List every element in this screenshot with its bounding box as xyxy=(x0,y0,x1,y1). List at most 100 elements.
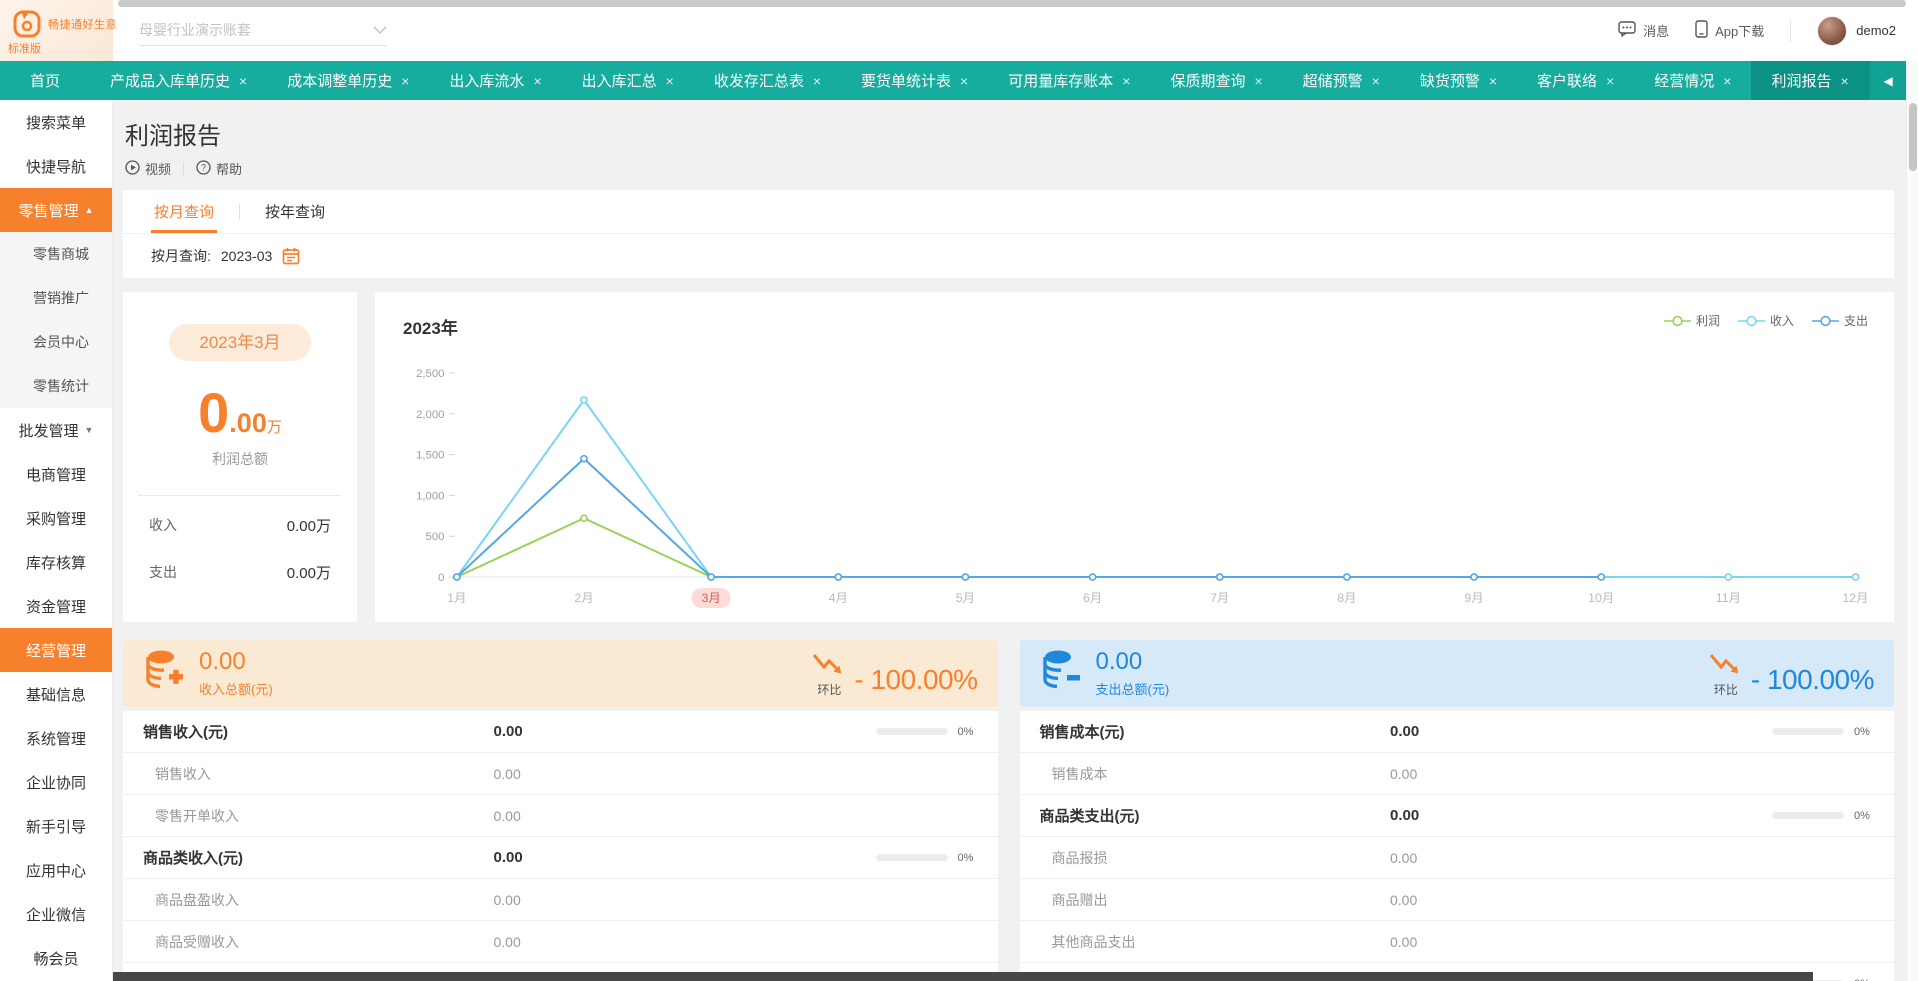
open-tab-label: 成本调整单历史 xyxy=(287,73,393,90)
sidebar-item[interactable]: 新手引导 xyxy=(0,804,112,848)
table-row: 商品报损 0.00 xyxy=(1019,837,1894,879)
date-filter-value[interactable]: 2023-03 xyxy=(220,248,273,264)
legend-item[interactable]: 支出 xyxy=(1811,312,1868,329)
sidebar-item[interactable]: 快捷导航 xyxy=(0,144,112,188)
sidebar-item[interactable]: 经营管理 xyxy=(0,628,112,672)
sidebar-item[interactable]: 零售统计 xyxy=(0,364,112,408)
close-icon[interactable]: × xyxy=(1254,72,1263,89)
close-icon[interactable]: × xyxy=(1371,72,1380,89)
tab-home[interactable]: 首页 xyxy=(0,61,90,100)
help-circle-icon: ? xyxy=(196,159,211,178)
row-label: 商品报损 xyxy=(1051,849,1108,866)
top-header: 畅捷通好生意 标准版 母婴行业演示账套 消息 xyxy=(0,0,1918,61)
vertical-scrollbar-track[interactable] xyxy=(1906,61,1918,981)
close-icon[interactable]: × xyxy=(1122,72,1131,89)
expense-panel: 0.00 支出总额(元) 环比 - 100.00% 销售成本(元) 0.00 0% 销售成本 0… xyxy=(1019,640,1894,981)
legend-item[interactable]: 利润 xyxy=(1663,312,1720,329)
sidebar-item[interactable]: 零售管理 ▲ xyxy=(0,188,112,232)
close-icon[interactable]: × xyxy=(1840,72,1849,89)
sidebar-item-label: 资金管理 xyxy=(25,598,86,616)
chart-title: 2023年 xyxy=(403,319,458,338)
trend-down-icon xyxy=(813,653,842,673)
help-label: 帮助 xyxy=(216,162,243,177)
date-filter-label: 按月查询: xyxy=(151,248,211,264)
sidebar-item[interactable]: 批发管理 ▼ xyxy=(0,408,112,452)
content-area: 利润报告 视频 ? xyxy=(113,100,1918,981)
profit-row: 支出 0.00万 xyxy=(145,549,335,596)
account-select[interactable]: 母婴行业演示账套 xyxy=(139,14,387,46)
user-menu[interactable]: demo2 xyxy=(1817,15,1896,46)
sidebar-item[interactable]: 系统管理 xyxy=(0,716,112,760)
sidebar-item[interactable]: 搜索菜单 xyxy=(0,100,112,144)
svg-text:1,000: 1,000 xyxy=(416,491,444,503)
close-icon[interactable]: × xyxy=(239,72,248,89)
sidebar-item[interactable]: 畅会员 xyxy=(0,936,112,980)
top-horizontal-scrollbar[interactable] xyxy=(118,0,1906,7)
row-label: 其他商品支出 xyxy=(1051,933,1136,950)
close-icon[interactable]: × xyxy=(1488,72,1498,89)
progress-percent: 0% xyxy=(957,851,974,864)
open-tab[interactable]: 利润报告 × xyxy=(1751,61,1869,100)
tab-yearly-query[interactable]: 按年查询 xyxy=(265,204,326,221)
close-icon[interactable]: × xyxy=(665,72,674,89)
tab-monthly-query[interactable]: 按月查询 xyxy=(151,190,218,233)
sidebar-item[interactable]: 基础信息 xyxy=(0,672,112,716)
open-tab[interactable]: 经营情况 × xyxy=(1634,61,1751,100)
open-tab-label: 客户联络 xyxy=(1537,73,1598,90)
sidebar-item[interactable]: 零售商城 xyxy=(0,232,112,276)
banner-total-value: 0.00 xyxy=(1095,648,1143,676)
legend-item[interactable]: 收入 xyxy=(1737,312,1794,329)
row-label: 销售成本(元) xyxy=(1039,724,1125,741)
progress-bar xyxy=(1772,812,1844,819)
open-tab[interactable]: 出入库流水 × xyxy=(429,61,561,100)
open-tab[interactable]: 收发存汇总表 × xyxy=(694,61,841,100)
row-label: 商品类支出(元) xyxy=(1039,808,1140,825)
open-tab[interactable]: 客户联络 × xyxy=(1517,61,1634,100)
bottom-horizontal-scrollbar[interactable] xyxy=(113,972,1813,981)
app-download-button[interactable]: App下载 xyxy=(1695,20,1764,41)
calendar-icon[interactable] xyxy=(282,247,300,265)
legend-label: 收入 xyxy=(1769,314,1794,328)
sidebar-item[interactable]: 会员中心 xyxy=(0,320,112,364)
row-label: 商品赠出 xyxy=(1051,891,1108,908)
trend-arrow-wrap xyxy=(1709,652,1743,682)
summary-and-chart-row: 2023年3月 0.00 万 利润总额 收入 0.00万 支出 0.00万 2023年 … xyxy=(123,292,1894,622)
profit-breakdown-rows: 收入 0.00万 支出 0.00万 xyxy=(139,495,341,596)
income-panel: 0.00 收入总额(元) 环比 - 100.00% 销售收入(元) 0.00 0% 销售收入 0… xyxy=(123,640,998,981)
sidebar-item[interactable]: 应用中心 xyxy=(0,848,112,892)
close-icon[interactable]: × xyxy=(1606,72,1615,89)
sidebar-item[interactable]: 企业协同 xyxy=(0,760,112,804)
sidebar-item[interactable]: 电商管理 xyxy=(0,452,112,496)
sidebar-item-label: 零售商城 xyxy=(33,246,89,262)
svg-text:2,000: 2,000 xyxy=(416,409,444,421)
close-icon[interactable]: × xyxy=(960,72,969,89)
sidebar-item[interactable]: 营销推广 xyxy=(0,276,112,320)
open-tab[interactable]: 成本调整单历史 × xyxy=(267,61,429,100)
open-tab[interactable]: 可用量库存账本 × xyxy=(988,61,1150,100)
open-tab[interactable]: 超储预警 × xyxy=(1283,61,1400,100)
video-link[interactable]: 视频 xyxy=(125,159,171,178)
close-icon[interactable]: × xyxy=(533,72,542,89)
svg-text:2月: 2月 xyxy=(574,591,593,605)
open-tab[interactable]: 出入库汇总 × xyxy=(562,61,694,100)
close-icon[interactable]: × xyxy=(401,72,410,89)
open-tab[interactable]: 缺货预警 × xyxy=(1400,61,1517,100)
sidebar-item[interactable]: 采购管理 xyxy=(0,496,112,540)
sidebar-item-label: 基础信息 xyxy=(25,686,86,704)
vertical-scrollbar-thumb[interactable] xyxy=(1909,103,1917,171)
sidebar-item[interactable]: 资金管理 xyxy=(0,584,112,628)
profit-value-decimal: .00 xyxy=(229,408,267,438)
help-link[interactable]: ? 帮助 xyxy=(196,159,242,178)
mom-block: 环比 xyxy=(812,652,846,696)
sidebar-item[interactable]: 库存核算 xyxy=(0,540,112,584)
tabs-scroll-left-button[interactable]: ◀ xyxy=(1868,61,1906,100)
close-icon[interactable]: × xyxy=(812,72,822,89)
open-tab[interactable]: 产成品入库单历史 × xyxy=(90,61,267,100)
messages-button[interactable]: 消息 xyxy=(1618,21,1669,40)
play-circle-icon xyxy=(125,159,140,178)
open-tab[interactable]: 要货单统计表 × xyxy=(841,61,988,100)
open-tab[interactable]: 保质期查询 × xyxy=(1150,61,1282,100)
close-icon[interactable]: × xyxy=(1723,72,1732,89)
sidebar-item[interactable]: 企业微信 xyxy=(0,892,112,936)
